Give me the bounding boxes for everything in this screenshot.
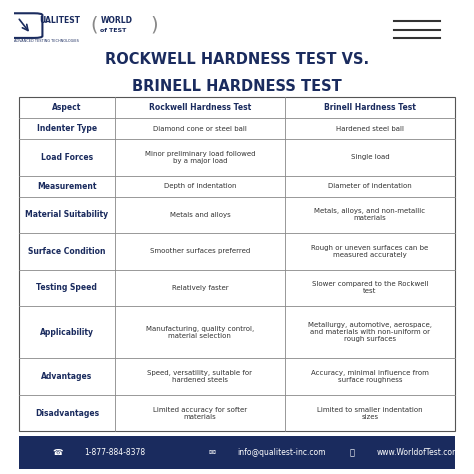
Text: Metals and alloys: Metals and alloys — [170, 212, 230, 218]
Text: Relatively faster: Relatively faster — [172, 285, 228, 291]
Text: Metallurgy, automotive, aerospace,
and materials with non-uniform or
rough surfa: Metallurgy, automotive, aerospace, and m… — [308, 322, 432, 342]
Text: Limited to smaller indentation
sizes: Limited to smaller indentation sizes — [317, 407, 423, 419]
Text: Slower compared to the Rockwell
test: Slower compared to the Rockwell test — [312, 282, 428, 294]
Text: 1-877-884-8378: 1-877-884-8378 — [84, 448, 146, 457]
Bar — [19, 97, 455, 431]
Text: WORLD: WORLD — [100, 16, 133, 25]
Text: Testing Speed: Testing Speed — [36, 283, 97, 292]
Text: ): ) — [150, 16, 158, 35]
Text: (: ( — [91, 16, 98, 35]
Text: Applicability: Applicability — [40, 328, 94, 337]
Text: of TEST: of TEST — [100, 28, 127, 33]
Text: Measurement: Measurement — [37, 182, 97, 191]
Text: Disadvantages: Disadvantages — [35, 409, 99, 418]
Text: Rockwell Hardness Test: Rockwell Hardness Test — [149, 103, 251, 112]
Text: Smoother surfaces preferred: Smoother surfaces preferred — [150, 248, 250, 255]
Text: Depth of indentation: Depth of indentation — [164, 183, 236, 189]
Text: Minor preliminary load followed
by a major load: Minor preliminary load followed by a maj… — [145, 151, 255, 164]
Text: Aspect: Aspect — [52, 103, 82, 112]
Text: ADVANCED TESTING TECHNOLOGIES: ADVANCED TESTING TECHNOLOGIES — [14, 38, 79, 43]
Text: Single load: Single load — [351, 155, 389, 160]
Text: Metals, alloys, and non-metallic
materials: Metals, alloys, and non-metallic materia… — [314, 209, 426, 221]
Text: Brinell Hardness Test: Brinell Hardness Test — [324, 103, 416, 112]
Text: ROCKWELL HARDNESS TEST VS.: ROCKWELL HARDNESS TEST VS. — [105, 52, 369, 67]
Text: Indenter Type: Indenter Type — [37, 124, 97, 133]
Text: BRINELL HARDNESS TEST: BRINELL HARDNESS TEST — [132, 79, 342, 94]
FancyBboxPatch shape — [0, 434, 474, 471]
Text: Manufacturing, quality control,
material selection: Manufacturing, quality control, material… — [146, 326, 254, 339]
Text: Diamond cone or steel ball: Diamond cone or steel ball — [153, 126, 247, 132]
Text: ☎: ☎ — [52, 448, 63, 457]
Text: Material Suitability: Material Suitability — [26, 210, 109, 219]
Text: UALITEST: UALITEST — [39, 16, 80, 25]
Text: ✉: ✉ — [208, 448, 215, 457]
Text: Limited accuracy for softer
materials: Limited accuracy for softer materials — [153, 407, 247, 419]
Text: Diameter of indentation: Diameter of indentation — [328, 183, 412, 189]
Text: www.WorldofTest.com: www.WorldofTest.com — [376, 448, 460, 457]
Text: Rough or uneven surfaces can be
measured accurately: Rough or uneven surfaces can be measured… — [311, 245, 428, 258]
FancyBboxPatch shape — [6, 13, 43, 38]
Text: Load Forces: Load Forces — [41, 153, 93, 162]
Text: Hardened steel ball: Hardened steel ball — [336, 126, 404, 132]
Text: Accuracy, minimal influence from
surface roughness: Accuracy, minimal influence from surface… — [311, 370, 429, 383]
Text: 🌐: 🌐 — [350, 448, 355, 457]
Text: Surface Condition: Surface Condition — [28, 247, 106, 256]
Text: Speed, versatility, suitable for
hardened steels: Speed, versatility, suitable for hardene… — [147, 370, 253, 383]
Text: info@qualitest-inc.com: info@qualitest-inc.com — [237, 448, 326, 457]
Text: Advantages: Advantages — [41, 372, 92, 381]
